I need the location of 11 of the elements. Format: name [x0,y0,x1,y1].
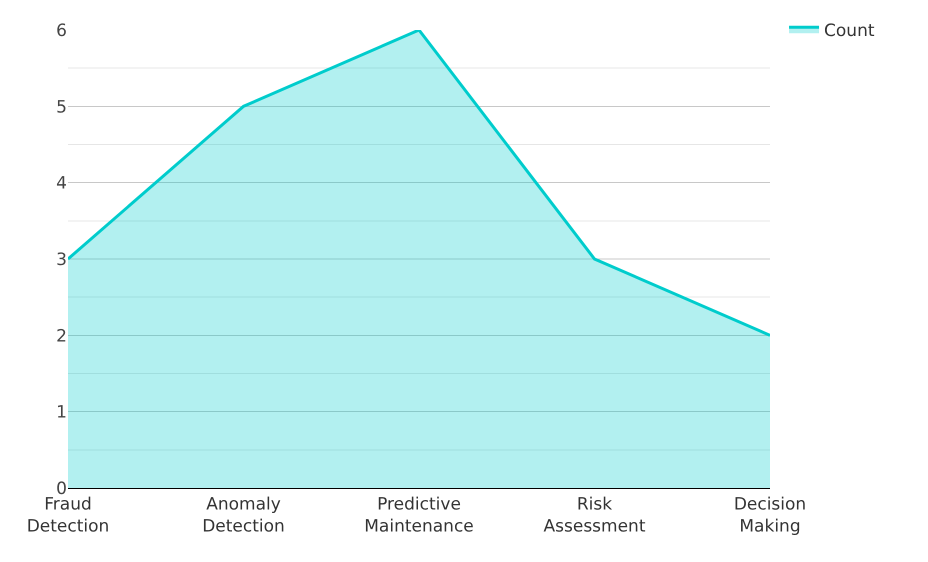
y-tick-label: 6 [56,20,67,41]
x-tick-label: Risk Assessment [544,494,646,536]
x-tick-label: Anomaly Detection [202,494,285,536]
y-tick-label: 2 [56,326,67,346]
x-tick-label: Predictive Maintenance [364,494,474,536]
legend-label: Count [824,20,875,41]
y-tick-label: 4 [56,174,67,194]
x-tick-label: Decision Making [734,494,806,536]
y-tick-label: 3 [56,250,67,270]
y-tick-label: 5 [56,97,67,118]
y-tick-label: 1 [56,402,67,423]
